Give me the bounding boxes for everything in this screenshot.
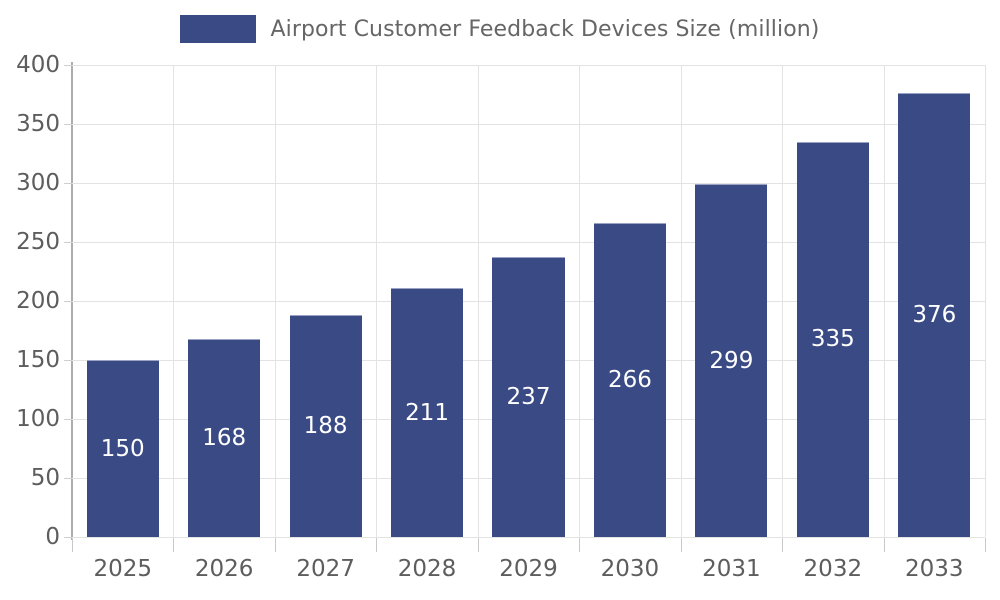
y-tick-mark xyxy=(64,537,72,538)
legend-item-airport-customer-feedback-devices-size[interactable]: Airport Customer Feedback Devices Size (… xyxy=(180,15,819,43)
y-tick-label-350: 350 xyxy=(16,111,60,137)
bar-value-label-2031: 299 xyxy=(709,347,754,374)
x-tick-label-2030: 2030 xyxy=(600,556,660,582)
x-tick-mark xyxy=(72,538,73,552)
bar-value-label-2032: 335 xyxy=(810,326,855,353)
bar-value-label-2030: 266 xyxy=(607,367,652,394)
gridline-vertical xyxy=(680,65,682,537)
bar-value-label-2033: 376 xyxy=(912,302,957,329)
bar-2030[interactable] xyxy=(593,223,666,537)
bar-value-label-2026: 168 xyxy=(202,424,247,451)
y-axis-tick-labels: 0 50 100 150 200 250 300 350 400 xyxy=(0,0,60,600)
gridline-vertical xyxy=(274,65,276,537)
gridline-horizontal xyxy=(72,124,985,125)
y-tick-label-200: 200 xyxy=(16,288,60,314)
bar-value-label-2029: 237 xyxy=(506,384,551,411)
x-tick-mark xyxy=(782,538,784,552)
y-tick-mark xyxy=(64,65,72,66)
bar-2028[interactable] xyxy=(391,288,464,537)
y-tick-mark xyxy=(64,124,72,125)
x-tick-mark xyxy=(274,538,276,552)
y-tick-label-100: 100 xyxy=(16,406,60,432)
x-tick-mark xyxy=(883,538,885,552)
gridline-horizontal xyxy=(72,242,985,243)
y-tick-mark xyxy=(64,419,72,420)
bar-value-label-2025: 150 xyxy=(100,435,145,462)
plot-area xyxy=(72,65,986,538)
gridline-vertical xyxy=(376,65,378,537)
x-tick-mark xyxy=(477,538,479,552)
y-tick-mark xyxy=(64,478,72,479)
gridline-vertical xyxy=(985,65,986,537)
x-tick-label-2033: 2033 xyxy=(904,556,964,582)
gridline-vertical xyxy=(477,65,479,537)
y-tick-mark xyxy=(64,242,72,243)
x-tick-label-2027: 2027 xyxy=(296,556,355,582)
y-tick-label-250: 250 xyxy=(16,229,60,255)
x-tick-label-2025: 2025 xyxy=(93,556,152,582)
legend-item-label: Airport Customer Feedback Devices Size (… xyxy=(270,16,820,42)
legend-color-swatch xyxy=(180,15,257,43)
x-tick-mark xyxy=(376,538,378,552)
x-tick-mark xyxy=(173,538,175,552)
x-tick-mark xyxy=(680,538,682,552)
gridline-vertical xyxy=(782,65,784,537)
bar-2032[interactable] xyxy=(796,141,869,537)
x-tick-mark xyxy=(579,538,581,552)
gridline-vertical xyxy=(579,65,581,537)
bar-2031[interactable] xyxy=(695,184,768,537)
gridline-horizontal xyxy=(72,183,985,184)
y-tick-label-400: 400 xyxy=(16,52,60,78)
gridline-horizontal xyxy=(72,537,985,538)
bar-2033[interactable] xyxy=(898,93,971,537)
x-tick-label-2031: 2031 xyxy=(702,556,761,582)
x-tick-label-2032: 2032 xyxy=(803,556,863,582)
x-tick-label-2026: 2026 xyxy=(194,556,254,582)
y-tick-mark xyxy=(64,301,72,302)
y-tick-label-150: 150 xyxy=(16,347,60,373)
y-tick-label-0: 0 xyxy=(45,524,60,550)
bar-2029[interactable] xyxy=(492,257,565,537)
chart-legend: Airport Customer Feedback Devices Size (… xyxy=(0,8,1000,50)
bar-value-label-2028: 211 xyxy=(405,399,449,426)
y-tick-mark xyxy=(64,183,72,184)
bar-2026[interactable] xyxy=(188,338,261,537)
y-tick-label-300: 300 xyxy=(16,170,60,196)
bar-2027[interactable] xyxy=(289,315,362,537)
gridline-horizontal xyxy=(72,65,985,66)
bar-value-label-2027: 188 xyxy=(303,413,348,440)
gridline-vertical xyxy=(883,65,885,537)
x-tick-mark xyxy=(985,538,986,552)
gridline-vertical xyxy=(173,65,175,537)
y-tick-mark xyxy=(64,360,72,361)
bar-2025[interactable] xyxy=(86,360,159,537)
y-tick-label-50: 50 xyxy=(30,465,60,491)
x-tick-label-2029: 2029 xyxy=(499,556,558,582)
x-tick-label-2028: 2028 xyxy=(397,556,457,582)
